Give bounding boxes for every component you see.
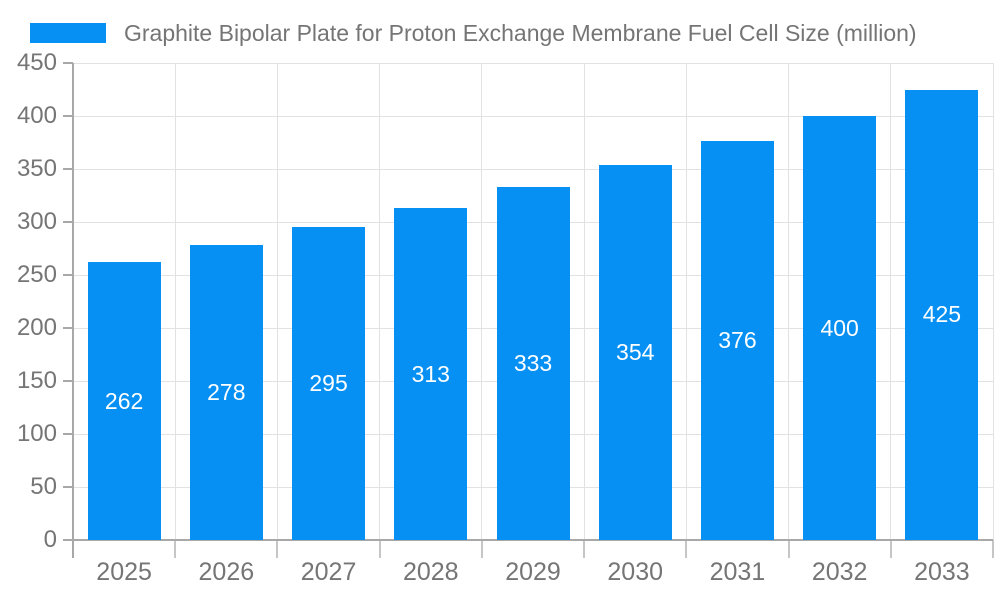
bar-value-label: 278	[207, 379, 246, 406]
x-tick-mark	[378, 540, 381, 558]
y-axis-tick-label: 200	[16, 314, 57, 341]
bar-2026[interactable]: 278	[189, 245, 263, 540]
x-axis-tick-label: 2032	[811, 558, 868, 586]
x-axis-tick-label: 2026	[198, 558, 255, 586]
y-tick-mark	[63, 327, 73, 329]
bar-2029[interactable]: 333	[496, 187, 570, 540]
y-axis-tick-label: 450	[16, 49, 57, 76]
y-axis-tick-label: 250	[16, 261, 57, 288]
bar-2028[interactable]: 313	[394, 208, 468, 540]
x-tick-mark	[276, 540, 279, 558]
x-gridline	[992, 63, 994, 540]
y-axis-tick-label: 150	[16, 367, 57, 394]
x-tick-mark	[174, 540, 177, 558]
y-axis-tick-label: 300	[16, 208, 57, 235]
x-gridline	[379, 63, 381, 540]
x-tick-mark	[889, 540, 892, 558]
bar-value-label: 425	[922, 301, 962, 328]
x-tick-mark	[992, 540, 994, 558]
x-gridline	[890, 63, 892, 540]
bar-value-label: 333	[513, 350, 553, 376]
y-tick-mark	[63, 221, 73, 223]
bar-value-label: 313	[411, 360, 450, 387]
y-axis-tick-label: 0	[43, 526, 57, 553]
y-axis-tick-label: 50	[30, 473, 57, 500]
y-axis-tick-label: 350	[16, 155, 57, 182]
bar-2032[interactable]: 400	[803, 116, 877, 540]
bar-2027[interactable]: 295	[292, 227, 366, 540]
bar-value-label: 295	[309, 370, 348, 397]
x-axis-tick-label: 2033	[914, 558, 970, 586]
x-gridline	[276, 63, 278, 540]
x-gridline	[174, 63, 176, 540]
x-axis-tick-label: 2030	[607, 558, 664, 586]
y-gridline	[73, 62, 993, 64]
x-gridline	[685, 63, 687, 540]
x-tick-mark	[685, 540, 688, 558]
x-gridline	[583, 63, 585, 540]
x-tick-mark	[583, 540, 586, 558]
bar-value-label: 262	[104, 387, 144, 414]
bar-2030[interactable]: 354	[598, 164, 672, 540]
y-tick-mark	[63, 274, 73, 276]
y-gridline	[73, 115, 993, 117]
y-tick-mark	[63, 486, 73, 488]
y-tick-mark	[63, 115, 73, 117]
y-gridline	[73, 168, 993, 170]
legend-label: Graphite Bipolar Plate for Proton Exchan…	[124, 19, 917, 46]
bar-2031[interactable]: 376	[700, 141, 774, 540]
x-axis-tick-label: 2031	[709, 558, 766, 586]
y-tick-mark	[63, 62, 73, 64]
y-axis-tick-label: 400	[16, 102, 57, 129]
x-gridline	[788, 63, 790, 540]
bar-value-label: 376	[718, 327, 757, 354]
x-axis-line	[63, 539, 993, 541]
y-axis-tick-label: 100	[16, 420, 57, 447]
x-axis-tick-label: 2025	[96, 558, 152, 586]
x-tick-mark	[480, 540, 483, 558]
x-axis-tick-label: 2027	[300, 558, 357, 586]
bar-2033[interactable]: 425	[905, 89, 979, 540]
y-axis-line	[72, 63, 74, 558]
legend-swatch	[30, 23, 106, 43]
bar-2025[interactable]: 262	[87, 262, 161, 540]
x-tick-mark	[787, 540, 790, 558]
y-tick-mark	[63, 433, 73, 435]
legend-item[interactable]: Graphite Bipolar Plate for Proton Exchan…	[30, 20, 917, 46]
y-tick-mark	[63, 168, 73, 170]
x-gridline	[481, 63, 483, 540]
x-axis-tick-label: 2029	[505, 558, 561, 586]
y-tick-mark	[63, 380, 73, 382]
x-axis-tick-label: 2028	[402, 558, 459, 586]
bar-value-label: 354	[616, 338, 655, 365]
bar-value-label: 400	[820, 314, 859, 341]
